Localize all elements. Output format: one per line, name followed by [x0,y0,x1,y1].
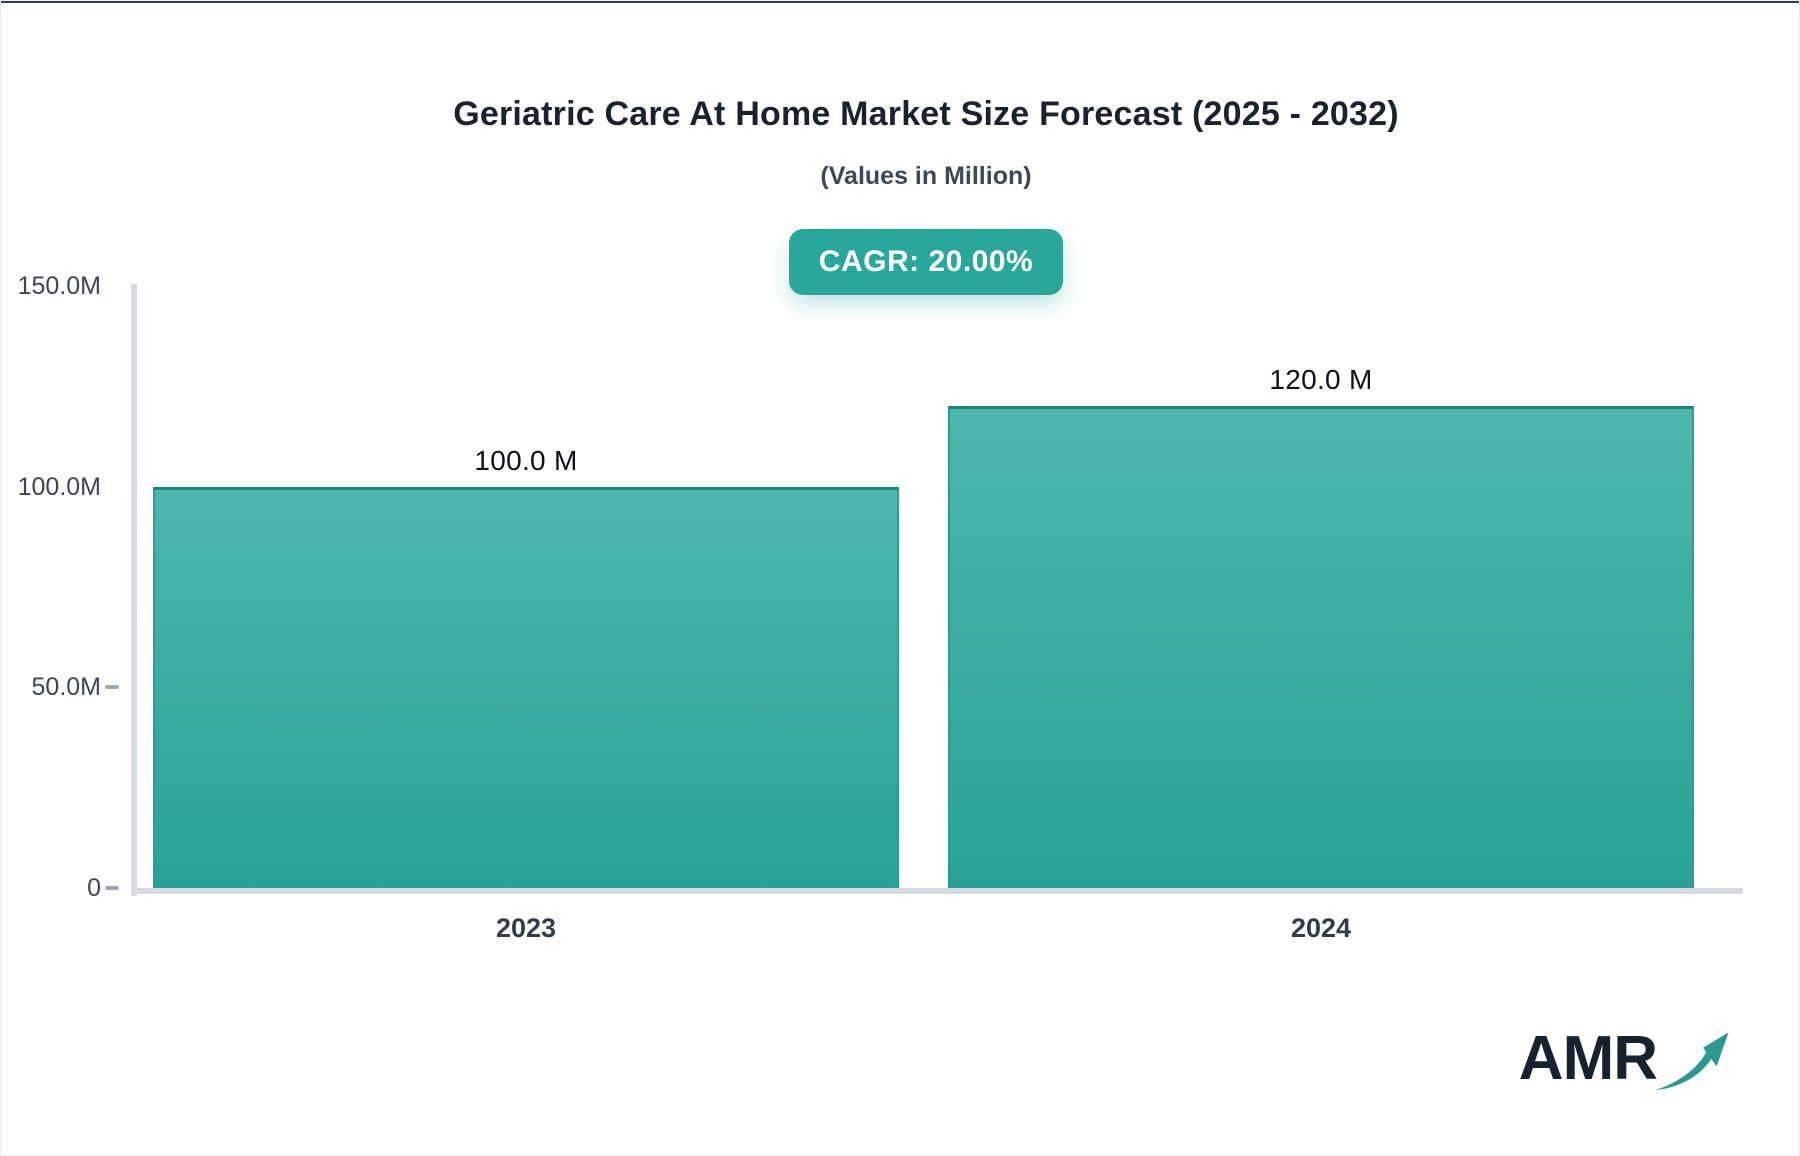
y-axis-tick-label: 100.0M [17,472,101,501]
page-top-border [1,1,1799,3]
x-axis-category-label: 2023 [495,913,557,943]
y-axis-tick-label: 150.0M [17,272,101,300]
y-axis-line [131,284,137,896]
bar-value-label: 100.0 M [474,444,578,476]
y-axis-tick-mark [105,685,119,690]
amr-logo-text: AMR [1518,1024,1658,1093]
cagr-badge: CAGR: 20.00% [788,229,1064,295]
amr-logo: AMR [1519,1027,1731,1097]
y-axis-tick-label: 50.0M [31,673,101,702]
bar-2023[interactable] [153,486,899,888]
y-axis-tick-label: 0 [87,874,101,902]
chart-title: Geriatric Care At Home Market Size Forec… [453,95,1399,133]
bar-2024[interactable] [948,406,1694,888]
chart-header: Geriatric Care At Home Market Size Forec… [27,1,1799,295]
growth-arrow-icon [1655,1032,1729,1091]
bar-value-label: 120.0 M [1269,364,1373,396]
chart-subtitle: (Values in Million) [820,162,1032,190]
y-axis-tick-mark [105,886,119,890]
x-axis-line [131,888,1743,894]
x-axis-category-label: 2024 [1290,913,1352,943]
